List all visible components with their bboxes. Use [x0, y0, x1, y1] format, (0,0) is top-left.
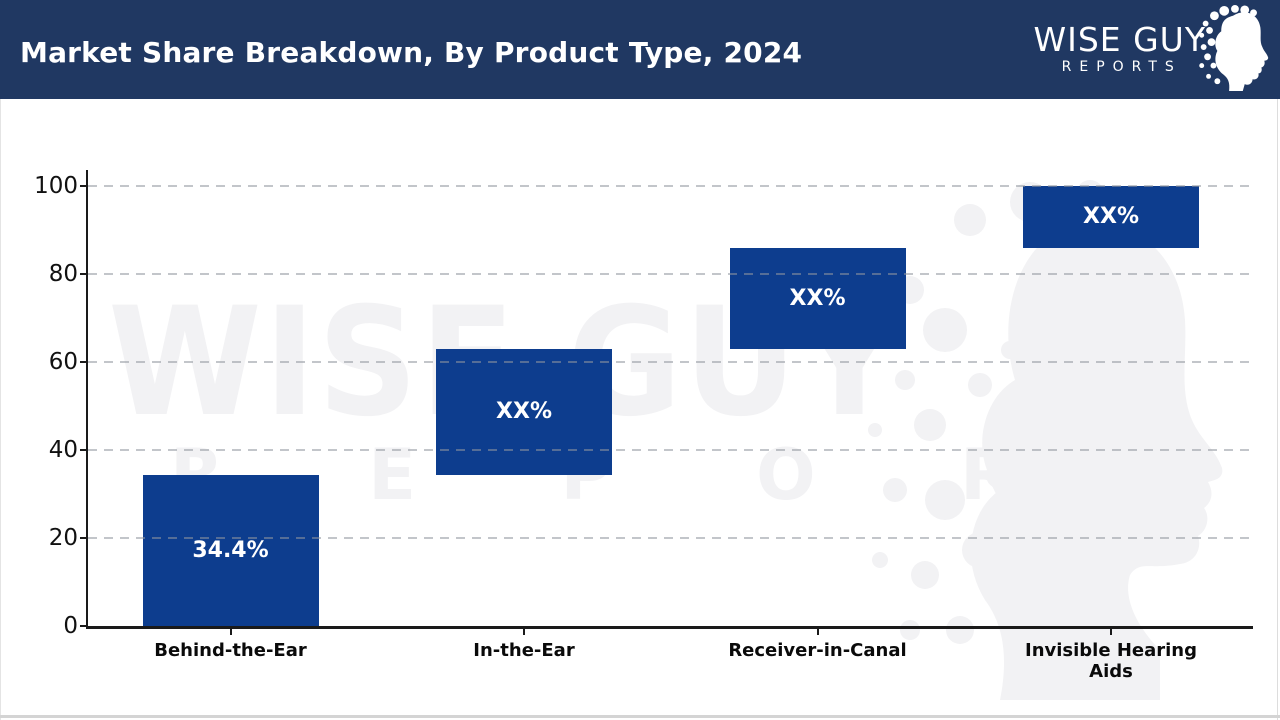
x-axis-label: Receiver-in-Canal — [728, 640, 907, 661]
x-tick — [229, 628, 232, 635]
bottom-rule — [0, 715, 1280, 718]
left-frame-line — [0, 99, 1, 720]
logo-subtitle: REPORTS — [1061, 58, 1182, 75]
x-tick — [523, 628, 525, 635]
x-tick — [816, 628, 819, 635]
header: Market Share Breakdown, By Product Type,… — [0, 0, 1280, 99]
y-gridline — [88, 449, 1253, 451]
y-tick — [80, 273, 87, 275]
wise-guy-logo: WISE GUY REPORTS — [1033, 4, 1274, 92]
bar: XX% — [436, 348, 612, 475]
y-tick — [80, 537, 87, 539]
bar: XX% — [729, 247, 906, 349]
y-tick — [80, 361, 87, 363]
y-tick — [80, 185, 87, 187]
page-title: Market Share Breakdown, By Product Type,… — [20, 36, 803, 69]
x-axis-label: Behind-the-Ear — [154, 640, 307, 661]
y-axis-line — [86, 170, 88, 629]
bar-value-label: XX% — [789, 285, 846, 311]
y-gridline — [88, 185, 1253, 187]
bar: XX% — [1023, 186, 1199, 248]
y-gridline — [88, 273, 1253, 275]
right-frame-line — [1277, 99, 1278, 720]
y-tick-label: 60 — [48, 349, 78, 375]
y-tick-label: 0 — [63, 613, 78, 639]
logo-name: WISE GUY — [1033, 19, 1206, 59]
logo-text: WISE GUY REPORTS — [1033, 19, 1206, 75]
bar: 34.4% — [142, 474, 319, 626]
bar-value-label: XX% — [1083, 204, 1139, 230]
x-axis-line — [86, 626, 1253, 629]
y-gridline — [88, 537, 1253, 539]
x-axis-label: In-the-Ear — [473, 640, 575, 661]
x-tick — [1110, 628, 1112, 635]
y-tick-label: 80 — [48, 261, 78, 287]
y-tick-label: 100 — [34, 173, 78, 199]
y-tick-label: 20 — [48, 525, 78, 551]
x-axis-label: Invisible Hearing Aids — [1025, 640, 1197, 682]
logo-head-icon — [1199, 4, 1269, 92]
y-tick — [80, 625, 87, 627]
y-tick-label: 40 — [48, 437, 78, 463]
bar-value-label: 34.4% — [192, 537, 269, 563]
bar-value-label: XX% — [496, 399, 552, 425]
y-gridline — [88, 361, 1253, 363]
y-tick — [80, 449, 87, 451]
watermark-head-icon — [868, 180, 1223, 700]
